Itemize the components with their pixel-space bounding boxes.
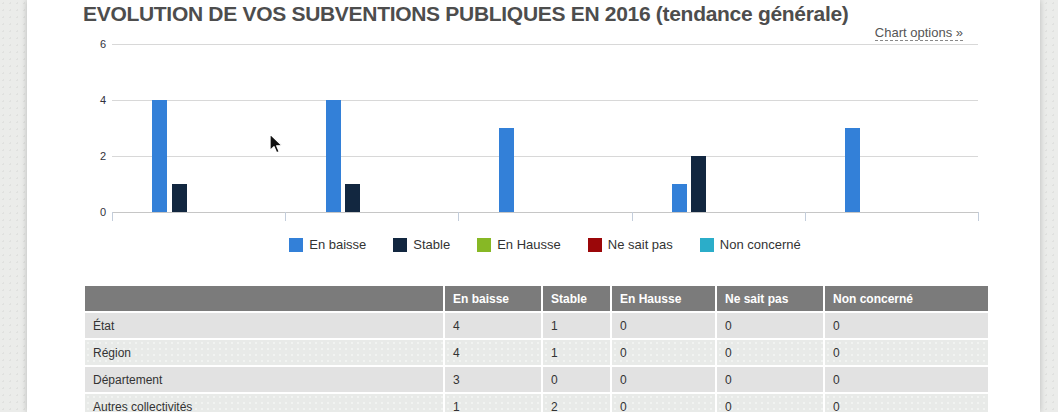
row-label: Région xyxy=(84,339,444,366)
legend-label: En Hausse xyxy=(497,237,561,252)
gridline-4 xyxy=(112,100,978,101)
chart-legend: En baisse Stable En Hausse Ne sait pas Non c… xyxy=(112,237,978,252)
legend-item-en-hausse[interactable]: En Hausse xyxy=(477,237,561,252)
cell-value: 0 xyxy=(824,339,989,366)
cell-value: 0 xyxy=(716,393,824,412)
bar-en-baisse-autres-collectivites[interactable] xyxy=(672,184,687,212)
y-axis-label-0: 0 xyxy=(84,205,106,219)
legend-swatch-non-concerne xyxy=(700,238,714,252)
legend-item-stable[interactable]: Stable xyxy=(393,237,450,252)
x-axis-tick xyxy=(632,212,633,221)
bar-chart-plot: 0246 xyxy=(112,44,978,212)
content-panel: EVOLUTION DE VOS SUBVENTIONS PUBLIQUES E… xyxy=(27,0,1040,412)
table-header-empty xyxy=(84,285,444,312)
x-axis-tick xyxy=(978,212,979,221)
bar-en-baisse-cat4[interactable] xyxy=(845,128,860,212)
legend-item-non-concerne[interactable]: Non concerné xyxy=(700,237,801,252)
bar-stable-autres-collectivites[interactable] xyxy=(691,156,706,212)
legend-item-en-baisse[interactable]: En baisse xyxy=(289,237,366,252)
legend-swatch-en-hausse xyxy=(477,238,491,252)
table-row-departement: Département30000 xyxy=(84,366,989,393)
y-axis-label-6: 6 xyxy=(84,37,106,51)
x-axis-tick xyxy=(285,212,286,221)
legend-swatch-stable xyxy=(393,238,407,252)
cell-value: 0 xyxy=(611,393,716,412)
legend-label: Stable xyxy=(413,237,450,252)
cell-value: 0 xyxy=(542,366,611,393)
x-axis-tick xyxy=(805,212,806,221)
bar-en-baisse-etat[interactable] xyxy=(152,100,167,212)
gridline-0 xyxy=(112,212,978,213)
table-header-ne-sait-pas: Ne sait pas xyxy=(716,285,824,312)
cell-value: 2 xyxy=(542,393,611,412)
cell-value: 1 xyxy=(542,312,611,339)
table-row-region: Région41000 xyxy=(84,339,989,366)
y-axis-label-2: 2 xyxy=(84,149,106,163)
legend-item-ne-sait-pas[interactable]: Ne sait pas xyxy=(588,237,673,252)
table-header-en-baisse: En baisse xyxy=(444,285,542,312)
cell-value: 0 xyxy=(716,339,824,366)
table-row-autres-collectivites: Autres collectivités12000 xyxy=(84,393,989,412)
data-table: En baisseStableEn HausseNe sait pasNon c… xyxy=(83,284,990,412)
cell-value: 0 xyxy=(824,393,989,412)
cell-value: 0 xyxy=(611,339,716,366)
cell-value: 0 xyxy=(611,312,716,339)
cell-value: 0 xyxy=(716,366,824,393)
bar-stable-etat[interactable] xyxy=(172,184,187,212)
cell-value: 0 xyxy=(824,366,989,393)
table-header-stable: Stable xyxy=(542,285,611,312)
cell-value: 0 xyxy=(824,312,989,339)
gridline-6 xyxy=(112,44,978,45)
row-label: Département xyxy=(84,366,444,393)
table-header-en-hausse: En Hausse xyxy=(611,285,716,312)
bar-en-baisse-departement[interactable] xyxy=(499,128,514,212)
chart-options-link[interactable]: Chart options » xyxy=(875,25,963,41)
cell-value: 4 xyxy=(444,312,542,339)
table-header-row: En baisseStableEn HausseNe sait pasNon c… xyxy=(84,285,989,312)
mouse-cursor xyxy=(267,133,285,157)
cell-value: 4 xyxy=(444,339,542,366)
page-title: EVOLUTION DE VOS SUBVENTIONS PUBLIQUES E… xyxy=(83,2,849,26)
x-axis-tick xyxy=(458,212,459,221)
legend-label: En baisse xyxy=(309,237,366,252)
legend-label: Non concerné xyxy=(720,237,801,252)
bar-stable-region[interactable] xyxy=(345,184,360,212)
table-header-non-concerne: Non concerné xyxy=(824,285,989,312)
row-label: Autres collectivités xyxy=(84,393,444,412)
legend-swatch-ne-sait-pas xyxy=(588,238,602,252)
cell-value: 0 xyxy=(716,312,824,339)
row-label: État xyxy=(84,312,444,339)
bar-en-baisse-region[interactable] xyxy=(326,100,341,212)
legend-label: Ne sait pas xyxy=(608,237,673,252)
table-row-etat: État41000 xyxy=(84,312,989,339)
x-axis-tick xyxy=(112,212,113,221)
cell-value: 1 xyxy=(444,393,542,412)
legend-swatch-en-baisse xyxy=(289,238,303,252)
cell-value: 3 xyxy=(444,366,542,393)
cell-value: 1 xyxy=(542,339,611,366)
cell-value: 0 xyxy=(611,366,716,393)
y-axis-label-4: 4 xyxy=(84,93,106,107)
